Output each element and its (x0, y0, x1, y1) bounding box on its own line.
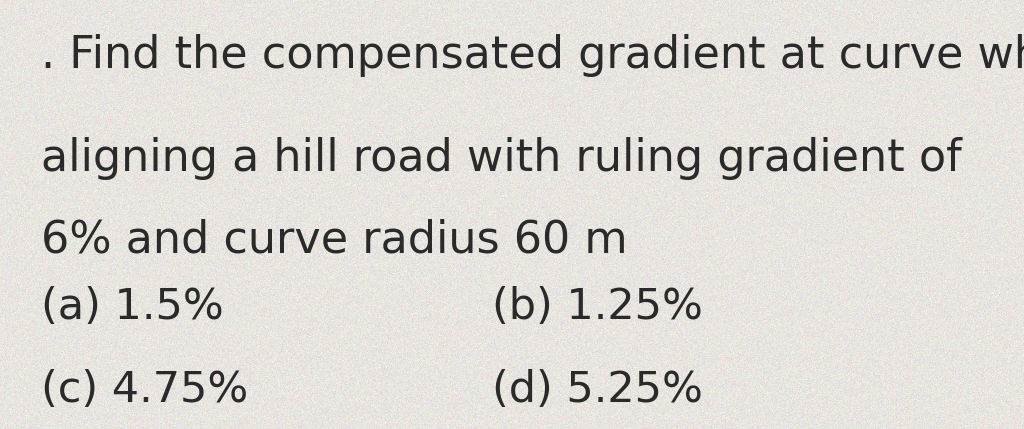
Text: (d) 5.25%: (d) 5.25% (492, 369, 702, 411)
Text: 6% and curve radius 60 m: 6% and curve radius 60 m (41, 219, 628, 262)
Text: . Find the compensated gradient at curve while: . Find the compensated gradient at curve… (41, 34, 1024, 77)
Text: (b) 1.25%: (b) 1.25% (492, 286, 702, 328)
Text: (a) 1.5%: (a) 1.5% (41, 286, 223, 328)
Text: aligning a hill road with ruling gradient of: aligning a hill road with ruling gradien… (41, 137, 962, 180)
Text: (c) 4.75%: (c) 4.75% (41, 369, 248, 411)
